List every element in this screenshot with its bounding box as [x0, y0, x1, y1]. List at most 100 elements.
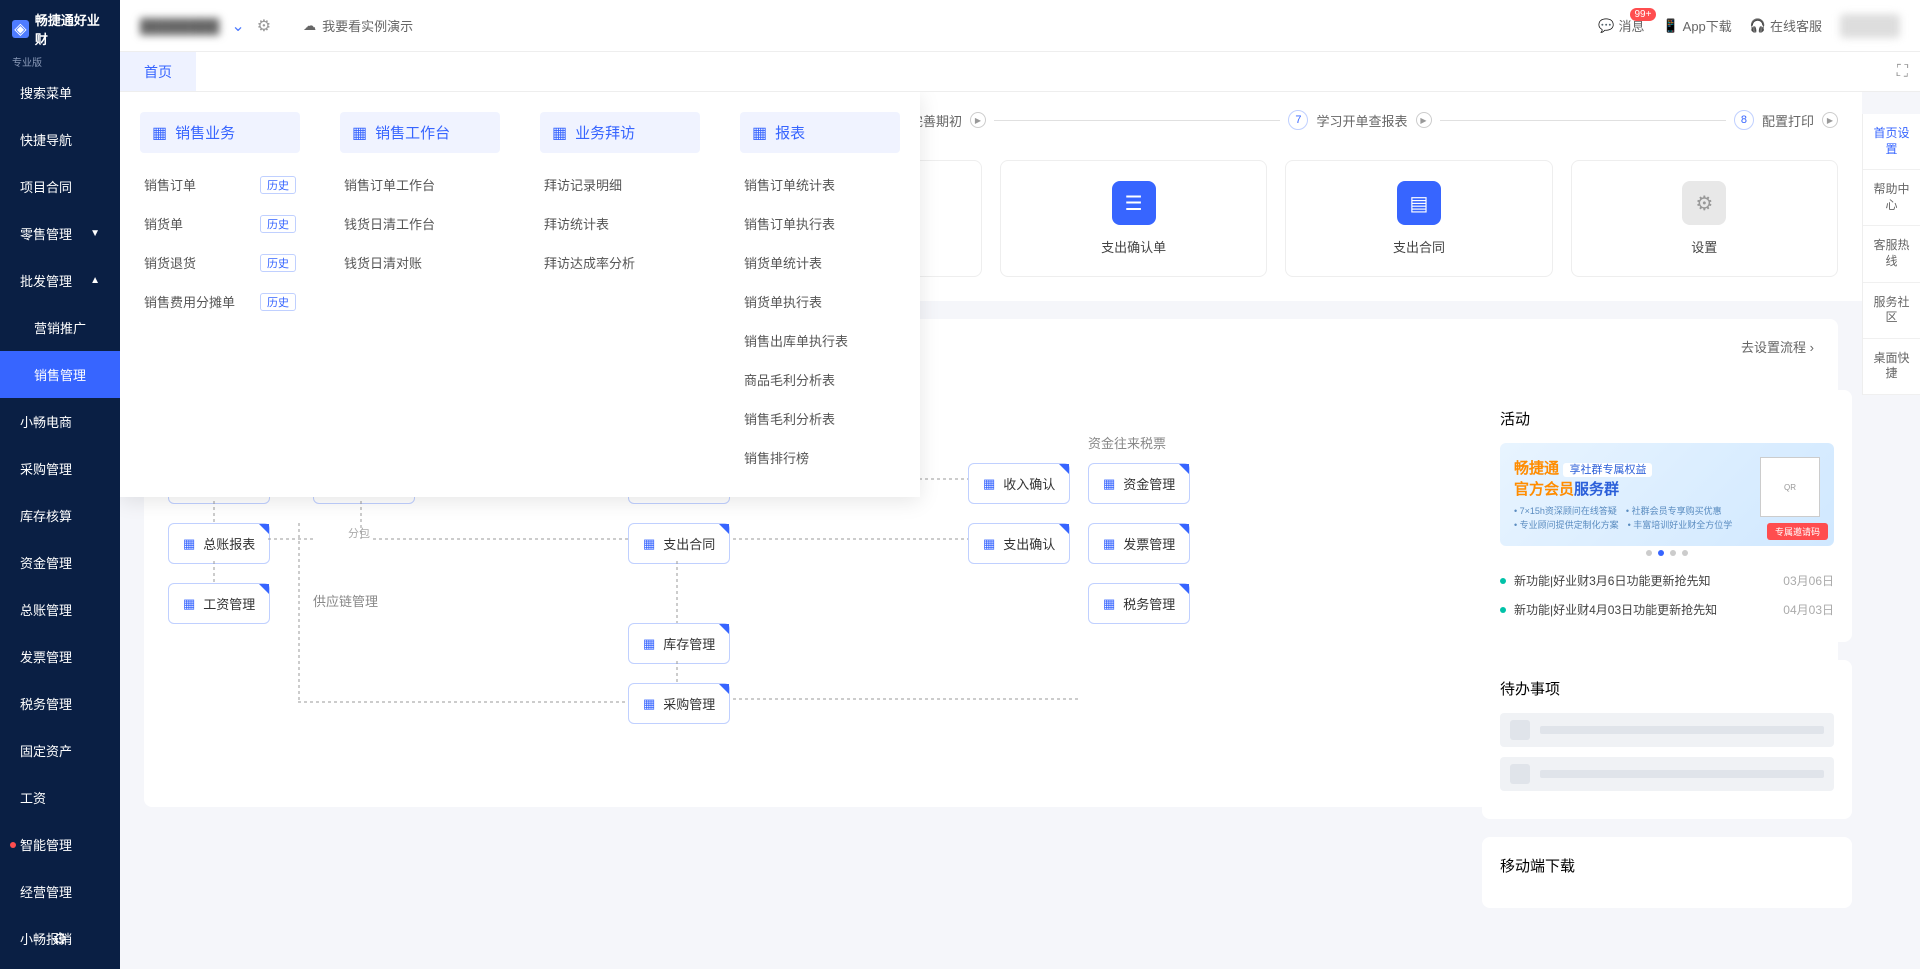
- wf-node-tax[interactable]: ▦税务管理: [1088, 583, 1190, 624]
- wf-node-fund[interactable]: ▦资金管理: [1088, 463, 1190, 504]
- quick-card[interactable]: ▤支出合同: [1285, 160, 1552, 277]
- dot[interactable]: [1682, 550, 1688, 556]
- history-tag[interactable]: 历史: [260, 176, 296, 194]
- menu-item[interactable]: 销货单统计表: [740, 243, 900, 282]
- news-item[interactable]: 新功能|好业财4月03日功能更新抢先知04月03日: [1500, 595, 1834, 624]
- right-panel-item[interactable]: 帮助中心: [1863, 170, 1920, 226]
- wf-node-purchase[interactable]: ▦采购管理: [628, 683, 730, 724]
- nav-item[interactable]: 零售管理▼: [0, 210, 120, 257]
- history-tag[interactable]: 历史: [260, 293, 296, 311]
- menu-item[interactable]: 销售订单统计表: [740, 165, 900, 204]
- nav-item[interactable]: 智能管理: [0, 821, 120, 868]
- history-tag[interactable]: 历史: [260, 254, 296, 272]
- app-download-button[interactable]: 📱 App下载: [1662, 16, 1731, 35]
- company-settings-icon[interactable]: ⚙: [257, 16, 271, 36]
- fund-icon: ▦: [1103, 476, 1115, 492]
- wf-node-ledger[interactable]: ▦总账报表: [168, 523, 270, 564]
- menu-item[interactable]: 销售订单执行表: [740, 204, 900, 243]
- menu-item[interactable]: 拜访达成率分析: [540, 243, 700, 282]
- wf-node-payroll[interactable]: ▦工资管理: [168, 583, 270, 624]
- nav-item[interactable]: 销售管理: [0, 351, 120, 398]
- dot[interactable]: [1670, 550, 1676, 556]
- step[interactable]: 8配置打印▶: [1734, 110, 1838, 130]
- wf-subtext-sub: 分包: [348, 525, 370, 541]
- nav-label: 采购管理: [20, 459, 72, 478]
- settings-gear-button[interactable]: ⚙: [0, 919, 120, 959]
- nav-label: 智能管理: [20, 835, 72, 854]
- menu-item[interactable]: 销售出库单执行表: [740, 321, 900, 360]
- menu-item-label: 拜访记录明细: [544, 175, 622, 194]
- promo-banner[interactable]: 畅捷通 享社群专属权益 官方会员服务群 • 7×15h资深顾问在线答疑 • 社群…: [1500, 443, 1834, 546]
- quick-card[interactable]: ☰支出确认单: [1000, 160, 1267, 277]
- menu-item[interactable]: 销售订单工作台: [340, 165, 500, 204]
- nav-item[interactable]: 总账管理: [0, 586, 120, 633]
- dot[interactable]: [1646, 550, 1652, 556]
- right-panel-item[interactable]: 服务社区: [1863, 283, 1920, 339]
- right-panel-item[interactable]: 客服热线: [1863, 226, 1920, 282]
- wf-node-invoice[interactable]: ▦发票管理: [1088, 523, 1190, 564]
- nav-item[interactable]: 发票管理: [0, 633, 120, 680]
- nav-item[interactable]: 固定资产: [0, 727, 120, 774]
- user-avatar[interactable]: [1840, 14, 1900, 38]
- demo-text: 我要看实例演示: [322, 16, 413, 35]
- menu-item[interactable]: 销货单执行表: [740, 282, 900, 321]
- wf-node-expense-confirm[interactable]: ▦支出确认: [968, 523, 1070, 564]
- menu-item[interactable]: 销货单历史: [140, 204, 300, 243]
- step[interactable]: 7学习开单查报表▶: [1288, 110, 1431, 130]
- demo-link[interactable]: ☁ 我要看实例演示: [303, 16, 413, 35]
- activity-title: 活动: [1500, 408, 1834, 429]
- news-item[interactable]: 新功能|好业财3月6日功能更新抢先知03月06日: [1500, 566, 1834, 595]
- menu-item[interactable]: 销售费用分摊单 历史: [140, 282, 300, 321]
- company-selector[interactable]: ████████: [140, 18, 219, 34]
- menu-item-label: 拜访达成率分析: [544, 253, 635, 272]
- nav-item[interactable]: 工资: [0, 774, 120, 821]
- wf-node-inventory[interactable]: ▦库存管理: [628, 623, 730, 664]
- nav-item[interactable]: 小畅电商: [0, 398, 120, 445]
- messages-button[interactable]: 💬 消息 99+: [1598, 16, 1644, 35]
- nav-item[interactable]: 采购管理: [0, 445, 120, 492]
- right-panel-item[interactable]: 首页设置: [1863, 114, 1920, 170]
- nav-item[interactable]: 资金管理: [0, 539, 120, 586]
- nav-item[interactable]: 经营管理: [0, 868, 120, 915]
- service-label: 在线客服: [1770, 16, 1822, 35]
- nav-item[interactable]: 营销推广: [0, 304, 120, 351]
- nav-label: 快捷导航: [20, 130, 72, 149]
- menu-item[interactable]: 销售排行榜: [740, 438, 900, 477]
- skeleton-row: [1500, 757, 1834, 791]
- menu-item[interactable]: 钱货日清对账: [340, 243, 500, 282]
- headset-icon: 🎧: [1750, 18, 1766, 34]
- menu-column: ▦业务拜访拜访记录明细拜访统计表拜访达成率分析: [520, 112, 720, 477]
- customer-service-button[interactable]: 🎧 在线客服: [1750, 16, 1822, 35]
- menu-item[interactable]: 商品毛利分析表: [740, 360, 900, 399]
- nav-item[interactable]: 税务管理: [0, 680, 120, 727]
- right-panel-item[interactable]: 桌面快捷: [1863, 339, 1920, 395]
- fullscreen-button[interactable]: ⛶: [1885, 52, 1920, 91]
- menu-item[interactable]: 钱货日清工作台: [340, 204, 500, 243]
- card-label: 支出合同: [1393, 237, 1445, 256]
- wf-node-expense-contract[interactable]: ▦支出合同: [628, 523, 730, 564]
- nav-item[interactable]: 快捷导航: [0, 116, 120, 163]
- workflow-setup-link[interactable]: 去设置流程 ›: [1741, 337, 1814, 356]
- dot[interactable]: [1658, 550, 1664, 556]
- chevron-down-icon[interactable]: ⌄: [231, 16, 244, 36]
- nav-item[interactable]: 库存核算: [0, 492, 120, 539]
- menu-item-label: 销售费用分摊单: [144, 292, 235, 311]
- quick-card[interactable]: ⚙设置: [1571, 160, 1838, 277]
- todo-card: 待办事项: [1482, 660, 1852, 819]
- menu-item-label: 销货单统计表: [744, 253, 822, 272]
- news-date: 03月06日: [1783, 572, 1834, 589]
- menu-item[interactable]: 销售毛利分析表: [740, 399, 900, 438]
- nav-item[interactable]: 项目合同: [0, 163, 120, 210]
- history-tag[interactable]: 历史: [260, 215, 296, 233]
- menu-item[interactable]: 销售订单历史: [140, 165, 300, 204]
- nav-item[interactable]: 批发管理▲: [0, 257, 120, 304]
- tab-home[interactable]: 首页: [120, 52, 196, 91]
- nav-item[interactable]: 基础信息: [0, 962, 120, 969]
- menu-item[interactable]: 拜访统计表: [540, 204, 700, 243]
- menu-header-icon: ▦: [552, 123, 567, 143]
- menu-item[interactable]: 销货退货历史: [140, 243, 300, 282]
- wf-node-income-confirm[interactable]: ▦收入确认: [968, 463, 1070, 504]
- nav-arrow-icon: ▲: [90, 275, 100, 286]
- menu-item[interactable]: 拜访记录明细: [540, 165, 700, 204]
- nav-item[interactable]: 搜索菜单: [0, 69, 120, 116]
